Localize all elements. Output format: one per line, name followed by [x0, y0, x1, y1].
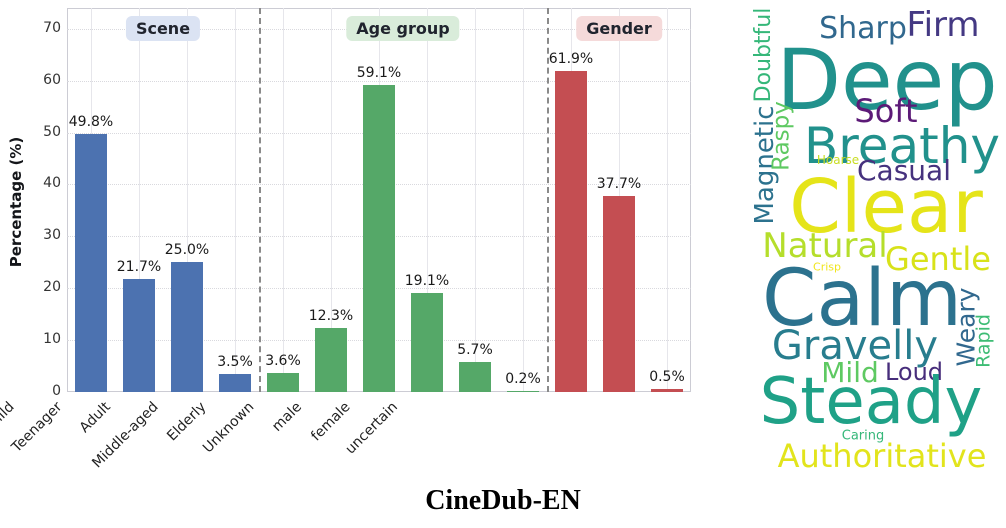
- wordcloud-word: Sharp: [819, 11, 907, 46]
- bar-value-label: 5.7%: [457, 342, 493, 359]
- y-tick-label: 30: [43, 227, 61, 244]
- wordcloud-word: Clear: [789, 164, 983, 250]
- v-gridline: [187, 8, 188, 392]
- bar: [603, 196, 635, 392]
- v-gridline: [523, 8, 524, 392]
- bar: [363, 85, 395, 392]
- wordcloud-word: Soft: [854, 92, 918, 130]
- bar: [171, 262, 203, 392]
- bar-value-label: 3.5%: [217, 353, 253, 370]
- group-header: Age group: [346, 16, 460, 41]
- wordcloud-word: Doubtful: [751, 7, 776, 103]
- bar: [219, 373, 251, 392]
- x-tick-label: Teenager: [8, 399, 66, 456]
- wordcloud-word: Natural: [762, 226, 888, 266]
- wordcloud-word: Mild: [821, 356, 879, 389]
- y-tick-label: 40: [43, 175, 61, 192]
- v-gridline: [283, 8, 284, 392]
- v-gridline: [475, 8, 476, 392]
- wordcloud-word: Gentle: [885, 240, 991, 278]
- wordcloud-word: Authoritative: [777, 437, 987, 475]
- wordcloud-word: Hoarse: [816, 153, 860, 167]
- group-header: Scene: [125, 16, 201, 41]
- group-separator: [259, 8, 261, 392]
- x-tick-label: Child: [0, 399, 18, 436]
- y-tick-label: 50: [43, 123, 61, 140]
- bar-value-label: 0.2%: [505, 370, 541, 387]
- bar: [507, 390, 539, 392]
- v-gridline: [139, 8, 140, 392]
- grouped-bar-chart: Percentage (%) 0 10 20 30 40 50 60 70 Scene Age g…: [0, 8, 691, 471]
- bar-value-label: 3.6%: [265, 353, 301, 370]
- bar-value-label: 49.8%: [68, 113, 114, 130]
- wordcloud-word: Loud: [884, 358, 944, 386]
- wordcloud-word: Rapid: [972, 314, 995, 368]
- y-tick-label: 0: [52, 383, 61, 399]
- bar-value-label: 0.5%: [649, 369, 685, 386]
- wordcloud-word: Deep: [776, 31, 998, 129]
- x-tick-label: Adult: [76, 399, 114, 437]
- bar-value-label: 25.0%: [164, 242, 210, 259]
- bar-value-label: 12.3%: [308, 308, 354, 325]
- wordcloud-word: Calm: [762, 254, 962, 344]
- bar: [411, 292, 443, 392]
- chart-title: CineDub-EN: [425, 485, 581, 516]
- y-tick-label: 10: [43, 331, 61, 348]
- wordcloud-word: Caring: [841, 428, 885, 444]
- v-gridline: [667, 8, 668, 392]
- group-separator: [547, 8, 549, 392]
- bar: [651, 389, 683, 392]
- v-gridline: [427, 8, 428, 392]
- wordcloud-word: Raspy: [768, 101, 795, 171]
- v-gridline: [235, 8, 236, 392]
- wordcloud-word: Firm: [906, 5, 980, 45]
- y-tick-label: 20: [43, 279, 61, 296]
- bar-value-label: 21.7%: [116, 259, 162, 276]
- bar: [459, 362, 491, 392]
- bar-value-label: 37.7%: [596, 176, 642, 193]
- x-tick-label: female: [307, 399, 354, 445]
- bar: [123, 279, 155, 392]
- bar: [315, 328, 347, 392]
- bar: [75, 133, 107, 392]
- wordcloud-word: Crisp: [813, 260, 841, 274]
- bar-value-label: 59.1%: [356, 65, 402, 82]
- bar-value-label: 19.1%: [404, 272, 450, 289]
- bar: [555, 70, 587, 392]
- y-tick-label: 70: [43, 19, 61, 36]
- wordcloud: Sharp Firm Deep Doubtful Magnetic Raspy Soft Br…: [715, 0, 1006, 490]
- bar: [267, 373, 299, 392]
- group-header: Gender: [576, 16, 662, 41]
- x-tick-label: male: [269, 399, 306, 435]
- bar-value-label: 61.9%: [548, 50, 594, 67]
- wordcloud-word: Gravelly: [771, 323, 939, 369]
- x-tick-label: Unknown: [200, 399, 258, 457]
- v-gridline: [331, 8, 332, 392]
- wordcloud-word: Breathy: [803, 117, 1001, 175]
- wordcloud-word: Steady: [759, 365, 983, 439]
- x-tick-label: Elderly: [163, 399, 210, 445]
- y-tick-label: 60: [43, 71, 61, 88]
- wordcloud-word: Casual: [857, 154, 951, 187]
